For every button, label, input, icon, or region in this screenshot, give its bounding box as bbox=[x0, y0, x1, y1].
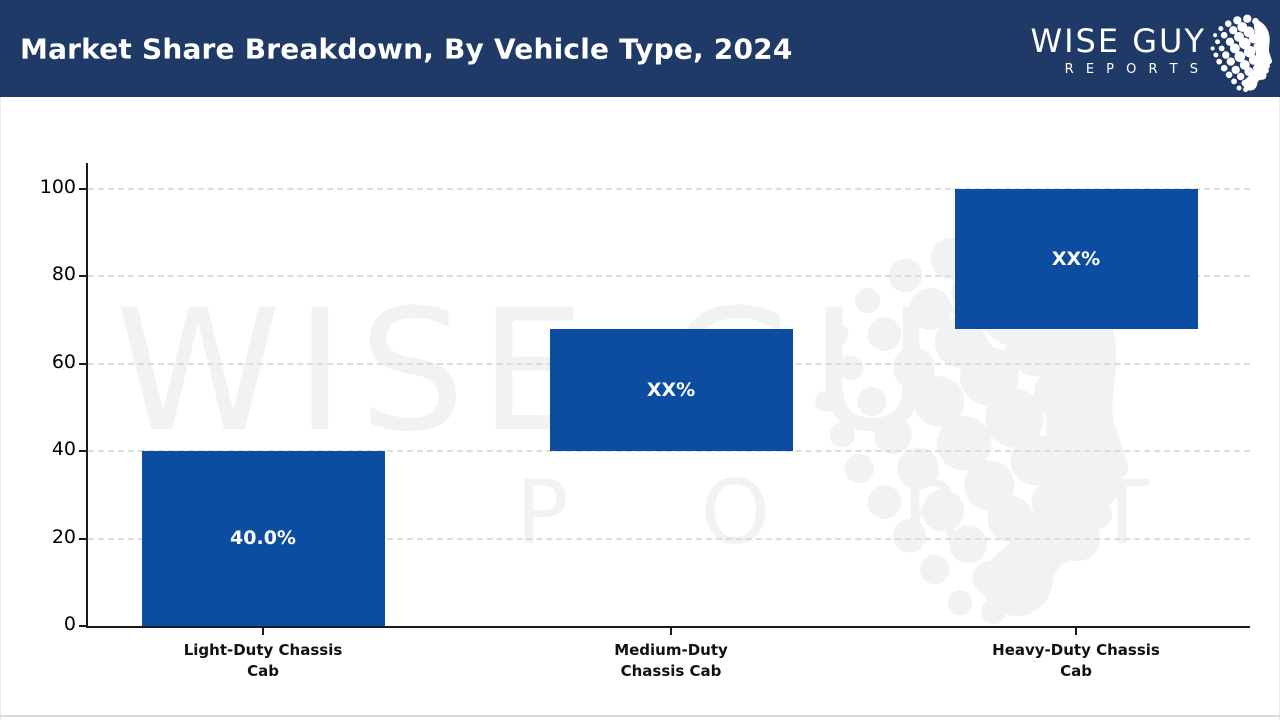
logo-subtext: R E P O R T S bbox=[1064, 62, 1202, 77]
wise-guy-reports-logo: WISE GUY R E P O R T S bbox=[1030, 6, 1272, 93]
gridline-y-80 bbox=[88, 275, 1250, 277]
xtick-mark-3 bbox=[1075, 628, 1077, 635]
plot-region: 0 20 40 60 80 100 40.0% XX% XX% Light-Duty Chassi… bbox=[0, 97, 1280, 720]
bottom-edge-hairline bbox=[0, 715, 1280, 717]
ytick-mark-80 bbox=[79, 275, 88, 277]
chart-area: WISE GUY R E P O R T S 0 20 40 60 80 100 40.0%… bbox=[0, 97, 1280, 720]
ytick-label-60: 60 bbox=[51, 350, 76, 373]
xtick-mark-2 bbox=[670, 628, 672, 635]
x-axis-line bbox=[88, 626, 1250, 628]
ytick-mark-20 bbox=[79, 537, 88, 540]
xtick-label-1: Light-Duty Chassis Cab bbox=[183, 641, 343, 680]
ytick-mark-40 bbox=[79, 450, 88, 452]
ytick-mark-100 bbox=[79, 187, 88, 190]
gridline-y-100 bbox=[88, 187, 1250, 190]
ytick-label-40: 40 bbox=[51, 438, 76, 460]
bar-segment-2: XX% bbox=[549, 328, 793, 451]
chart-title: Market Share Breakdown, By Vehicle Type,… bbox=[20, 32, 793, 65]
ytick-label-100: 100 bbox=[39, 175, 76, 198]
xtick-mark-1 bbox=[262, 628, 264, 635]
bar-segment-3: XX% bbox=[954, 188, 1198, 329]
ytick-mark-0 bbox=[79, 625, 88, 627]
xtick-label-3: Heavy-Duty Chassis Cab bbox=[992, 641, 1160, 680]
ytick-mark-60 bbox=[79, 362, 88, 365]
bar-value-label-1: 40.0% bbox=[230, 527, 296, 549]
bar-segment-1: 40.0% bbox=[141, 451, 385, 626]
bar-value-label-3: XX% bbox=[1051, 247, 1101, 270]
left-edge-hairline bbox=[0, 97, 1, 720]
dotted-head-logo-icon bbox=[1210, 14, 1272, 93]
ytick-label-80: 80 bbox=[51, 263, 76, 285]
ytick-label-0: 0 bbox=[63, 613, 76, 635]
bar-value-label-2: XX% bbox=[646, 378, 696, 401]
xtick-label-2: Medium-Duty Chassis Cab bbox=[614, 641, 728, 680]
ytick-label-20: 20 bbox=[51, 525, 76, 548]
logo-wordmark: WISE GUY bbox=[1030, 22, 1206, 60]
y-axis-line bbox=[86, 163, 88, 628]
gridline-y-20 bbox=[88, 537, 1250, 540]
gridline-y-40 bbox=[88, 450, 1250, 452]
header-banner: Market Share Breakdown, By Vehicle Type,… bbox=[0, 0, 1280, 97]
